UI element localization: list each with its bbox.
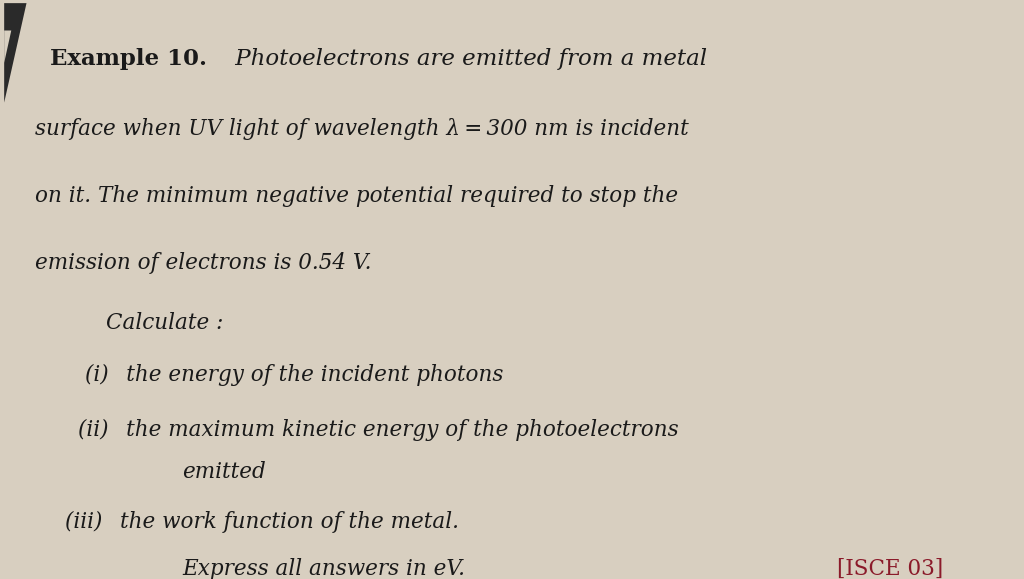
Text: emission of electrons is 0.54 V.: emission of electrons is 0.54 V.: [35, 252, 371, 274]
Polygon shape: [4, 3, 27, 102]
Text: (ii)  the maximum kinetic energy of the photoelectrons: (ii) the maximum kinetic energy of the p…: [78, 419, 679, 441]
Text: Express all answers in eV.: Express all answers in eV.: [182, 558, 465, 579]
Text: Calculate :: Calculate :: [105, 312, 223, 334]
Text: (iii)  the work function of the metal.: (iii) the work function of the metal.: [66, 511, 459, 533]
Polygon shape: [4, 31, 11, 63]
Text: Example 10.: Example 10.: [50, 48, 207, 70]
Text: on it. The minimum negative potential required to stop the: on it. The minimum negative potential re…: [35, 185, 678, 207]
Text: surface when UV light of wavelength λ = 300 nm is incident: surface when UV light of wavelength λ = …: [35, 118, 688, 140]
Text: Photoelectrons are emitted from a metal: Photoelectrons are emitted from a metal: [227, 48, 707, 70]
Text: (i)  the energy of the incident photons: (i) the energy of the incident photons: [85, 364, 504, 386]
Text: emitted: emitted: [182, 461, 265, 483]
Text: [ISCE 03]: [ISCE 03]: [837, 558, 943, 579]
